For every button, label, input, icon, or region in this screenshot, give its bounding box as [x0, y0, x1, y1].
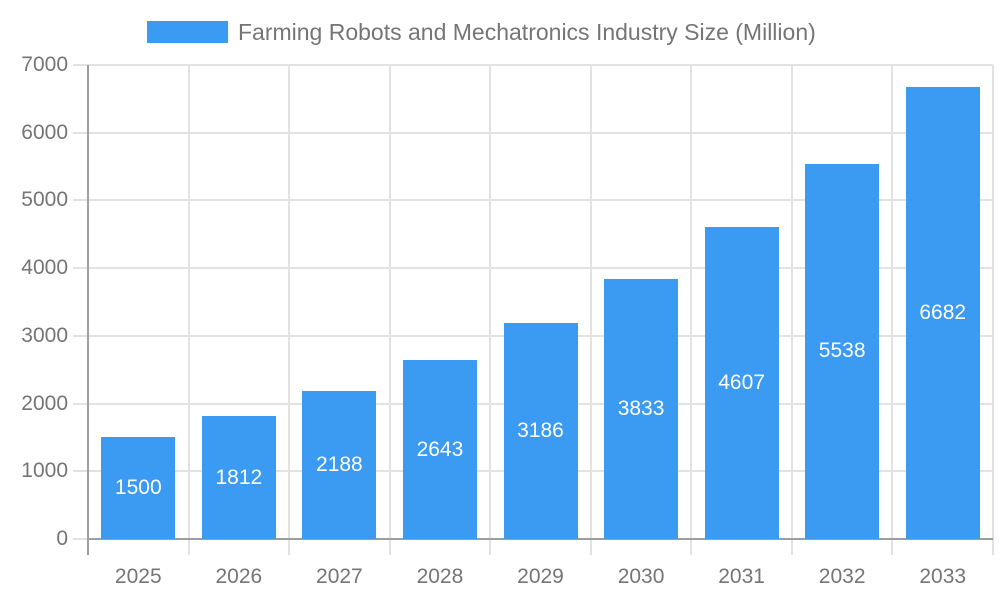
v-gridline: [891, 65, 894, 555]
bar[interactable]: [402, 360, 477, 539]
h-gridline: [73, 199, 993, 202]
v-gridline: [288, 65, 291, 555]
v-gridline: [992, 65, 994, 555]
v-gridline: [489, 65, 492, 555]
x-axis-line: [88, 538, 993, 540]
h-gridline: [73, 64, 993, 66]
x-tick-label: 2032: [818, 565, 866, 588]
v-gridline: [388, 65, 391, 555]
x-tick-label: 2029: [517, 565, 564, 588]
y-tick-label: 2000: [21, 391, 68, 415]
bar-value-label: 2643: [416, 437, 464, 461]
v-gridline: [589, 65, 592, 555]
y-axis-line: [87, 65, 89, 555]
bar[interactable]: [805, 163, 880, 539]
h-gridline: [73, 131, 993, 134]
bar[interactable]: [604, 279, 679, 539]
bar[interactable]: [905, 86, 980, 539]
x-tick-label: 2028: [416, 565, 464, 588]
legend[interactable]: Farming Robots and Mechatronics Industry…: [147, 19, 816, 45]
y-tick-label: 5000: [21, 188, 68, 212]
bar[interactable]: [503, 323, 578, 539]
bar-value-label: 1812: [215, 465, 263, 489]
x-tick-label: 2025: [114, 565, 162, 588]
h-gridline: [73, 267, 993, 270]
bar[interactable]: [704, 227, 779, 539]
x-tick-label: 2031: [718, 565, 765, 588]
bar[interactable]: [201, 416, 276, 539]
x-tick-label: 2026: [215, 565, 263, 588]
x-tick-label: 2027: [316, 565, 363, 588]
legend-swatch: [147, 21, 228, 43]
y-tick-label: 3000: [21, 323, 68, 347]
bar-value-label: 5538: [818, 339, 866, 363]
y-tick-label: 7000: [21, 53, 68, 76]
v-gridline: [690, 65, 693, 555]
v-gridline: [790, 65, 793, 555]
x-tick-label: 2030: [617, 565, 665, 588]
bar-value-label: 4607: [718, 371, 765, 395]
y-tick-label: 1000: [21, 459, 68, 483]
y-tick-label: 0: [56, 527, 68, 550]
bar-value-label: 6682: [919, 300, 967, 324]
bar-value-label: 3186: [517, 419, 564, 443]
bar[interactable]: [101, 437, 176, 539]
bar[interactable]: [302, 390, 377, 539]
bar-value-label: 2188: [316, 452, 363, 476]
legend-label: Farming Robots and Mechatronics Industry…: [238, 19, 816, 45]
y-tick-label: 6000: [21, 120, 68, 144]
bar-value-label: 3833: [617, 397, 665, 421]
y-tick-label: 4000: [21, 256, 68, 280]
x-tick-label: 2033: [919, 565, 967, 588]
bar-value-label: 1500: [114, 476, 162, 500]
v-gridline: [187, 65, 190, 555]
